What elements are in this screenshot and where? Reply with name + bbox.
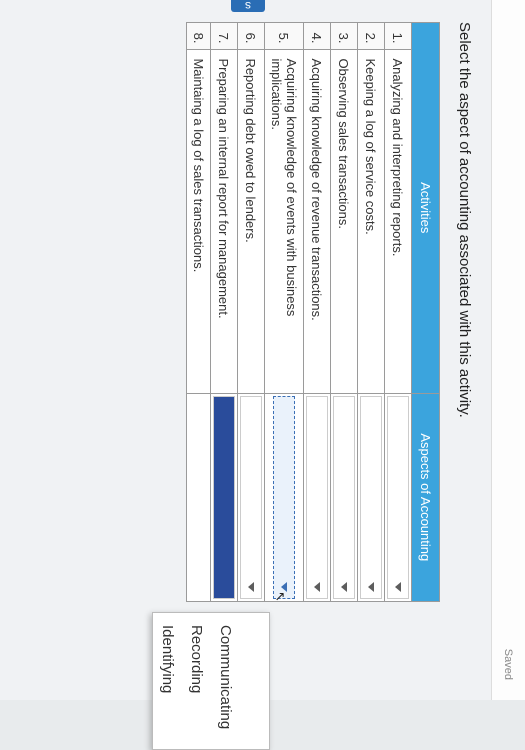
- aspect-cell: [358, 393, 385, 601]
- chevron-down-icon: [314, 582, 320, 592]
- row-number: 7.: [211, 23, 238, 50]
- activity-text: Acquiring knowledge of events with busin…: [265, 50, 304, 393]
- aspect-dropdown[interactable]: [213, 396, 235, 599]
- activity-text: Preparing an internal report for managem…: [211, 50, 238, 393]
- aspect-cell: [331, 393, 358, 601]
- activities-table: Activities Aspects of Accounting 1.Analy…: [186, 22, 440, 602]
- aspect-dropdown[interactable]: [333, 396, 355, 599]
- side-tab[interactable]: s: [231, 0, 265, 12]
- content-area: Select the aspect of accounting associat…: [168, 0, 491, 700]
- aspect-cell: [211, 393, 238, 601]
- chevron-down-icon: [368, 582, 374, 592]
- row-number: 1.: [385, 23, 412, 50]
- cursor-icon: ↖: [272, 591, 288, 602]
- aspect-cell: ↖: [265, 393, 304, 601]
- row-number: 3.: [331, 23, 358, 50]
- chevron-down-icon: [395, 582, 401, 592]
- dropdown-option[interactable]: Communicating: [211, 613, 240, 749]
- table-row: 6.Reporting debt owed to lenders.: [238, 23, 265, 602]
- aspect-dropdown[interactable]: [387, 396, 409, 599]
- dropdown-option[interactable]: Identifying: [153, 613, 182, 749]
- aspect-dropdown[interactable]: [306, 396, 328, 599]
- row-number: 6.: [238, 23, 265, 50]
- header-aspects: Aspects of Accounting: [412, 393, 440, 601]
- dropdown-option-blank[interactable]: [240, 613, 269, 749]
- table-row: 3.Observing sales transactions.: [331, 23, 358, 602]
- table-wrap: Activities Aspects of Accounting 1.Analy…: [186, 22, 440, 678]
- chevron-down-icon: [248, 582, 254, 592]
- header-activities: Activities: [412, 23, 440, 394]
- row-number: 8.: [187, 23, 211, 50]
- chevron-down-icon: [341, 582, 347, 592]
- table-row: 7.Preparing an internal report for manag…: [211, 23, 238, 602]
- row-number: 2.: [358, 23, 385, 50]
- instruction-text: Select the aspect of accounting associat…: [456, 22, 473, 678]
- table-row: 2.Keeping a log of service costs.: [358, 23, 385, 602]
- aspect-dropdown[interactable]: [240, 396, 262, 599]
- top-bar: Saved: [491, 0, 525, 700]
- aspect-cell: [187, 393, 211, 601]
- activity-text: Analyzing and interpreting reports.: [385, 50, 412, 393]
- row-number: 4.: [304, 23, 331, 50]
- aspect-cell: [238, 393, 265, 601]
- activity-text: Observing sales transactions.: [331, 50, 358, 393]
- saved-label: Saved: [503, 649, 515, 680]
- activity-text: Keeping a log of service costs.: [358, 50, 385, 393]
- dropdown-option[interactable]: Recording: [182, 613, 211, 749]
- table-row: 8.Maintaing a log of sales transactions.: [187, 23, 211, 602]
- table-row: 4.Acquiring knowledge of revenue transac…: [304, 23, 331, 602]
- aspect-cell: [304, 393, 331, 601]
- table-row: 1.Analyzing and interpreting reports.: [385, 23, 412, 602]
- row-number: 5.: [265, 23, 304, 50]
- dropdown-options-popup: CommunicatingRecordingIdentifying: [152, 612, 270, 750]
- activity-text: Maintaing a log of sales transactions.: [187, 50, 211, 393]
- table-row: 5.Acquiring knowledge of events with bus…: [265, 23, 304, 602]
- activity-text: Acquiring knowledge of revenue transacti…: [304, 50, 331, 393]
- aspect-dropdown[interactable]: ↖: [273, 396, 295, 599]
- activity-text: Reporting debt owed to lenders.: [238, 50, 265, 393]
- aspect-cell: [385, 393, 412, 601]
- aspect-dropdown[interactable]: [360, 396, 382, 599]
